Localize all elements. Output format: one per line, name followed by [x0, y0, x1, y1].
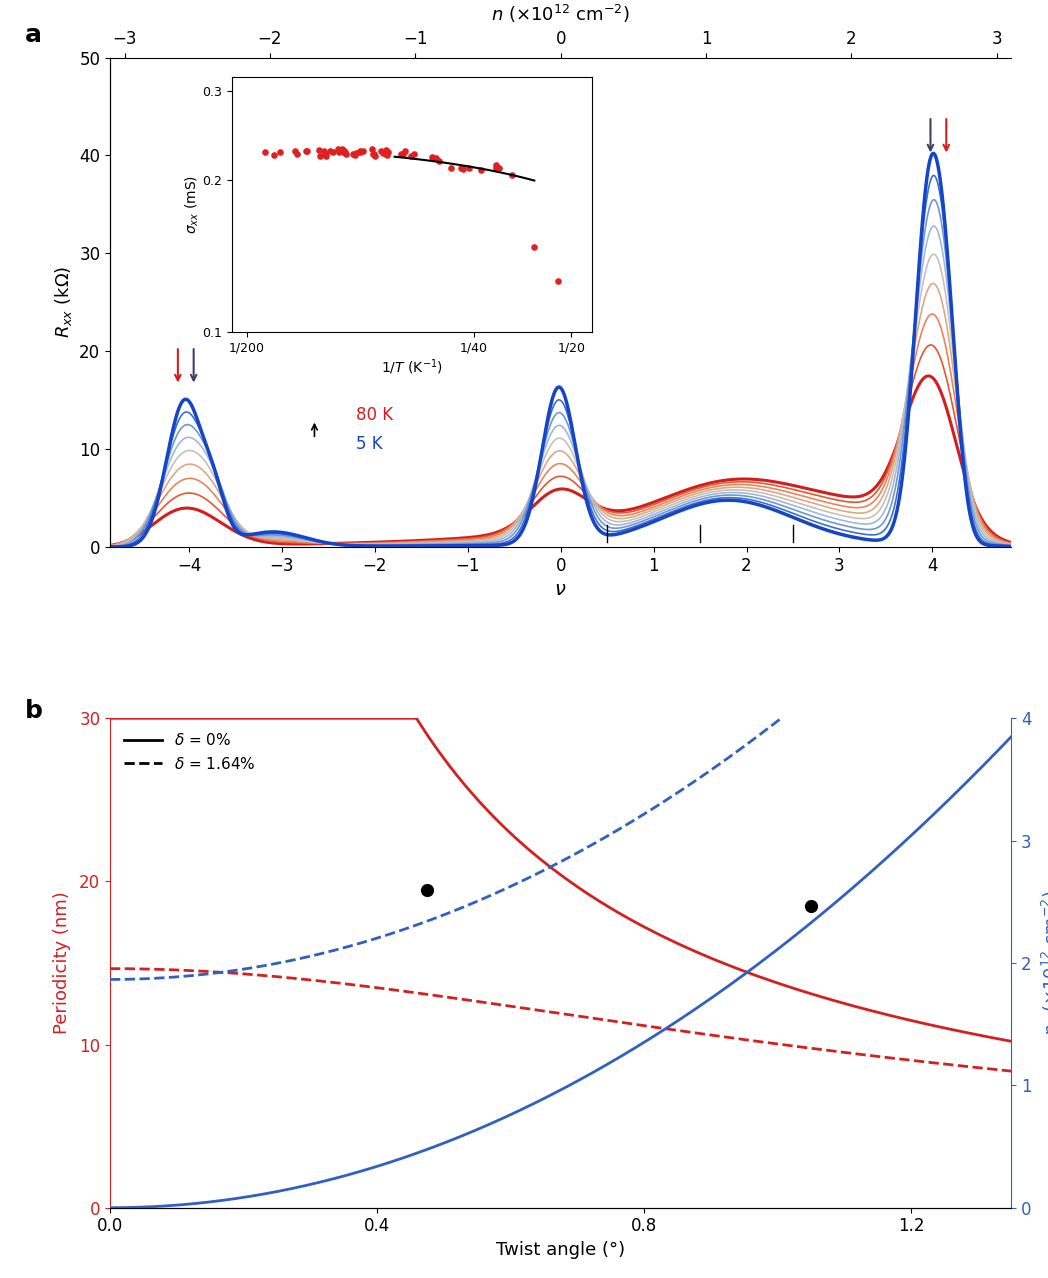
Legend: $\delta$ = 0%, $\delta$ = 1.64%: $\delta$ = 0%, $\delta$ = 1.64%: [117, 726, 262, 778]
Y-axis label: $R_{xx}$ (k$\Omega$): $R_{xx}$ (k$\Omega$): [52, 266, 73, 339]
Point: [803, 896, 820, 916]
X-axis label: $n$ ($\times$10$^{12}$ cm$^{-2}$): $n$ ($\times$10$^{12}$ cm$^{-2}$): [492, 4, 630, 26]
Y-axis label: $n_s$ ($\times$10$^{12}$ cm$^{-2}$): $n_s$ ($\times$10$^{12}$ cm$^{-2}$): [1040, 889, 1048, 1036]
Point: [419, 879, 436, 900]
X-axis label: $\nu$: $\nu$: [554, 580, 567, 599]
X-axis label: Twist angle (°): Twist angle (°): [496, 1241, 626, 1259]
Text: b: b: [24, 699, 42, 722]
Text: a: a: [24, 23, 42, 47]
Y-axis label: Periodicity (nm): Periodicity (nm): [52, 892, 71, 1034]
Text: 5 K: 5 K: [356, 436, 383, 454]
Text: 80 K: 80 K: [356, 406, 393, 424]
